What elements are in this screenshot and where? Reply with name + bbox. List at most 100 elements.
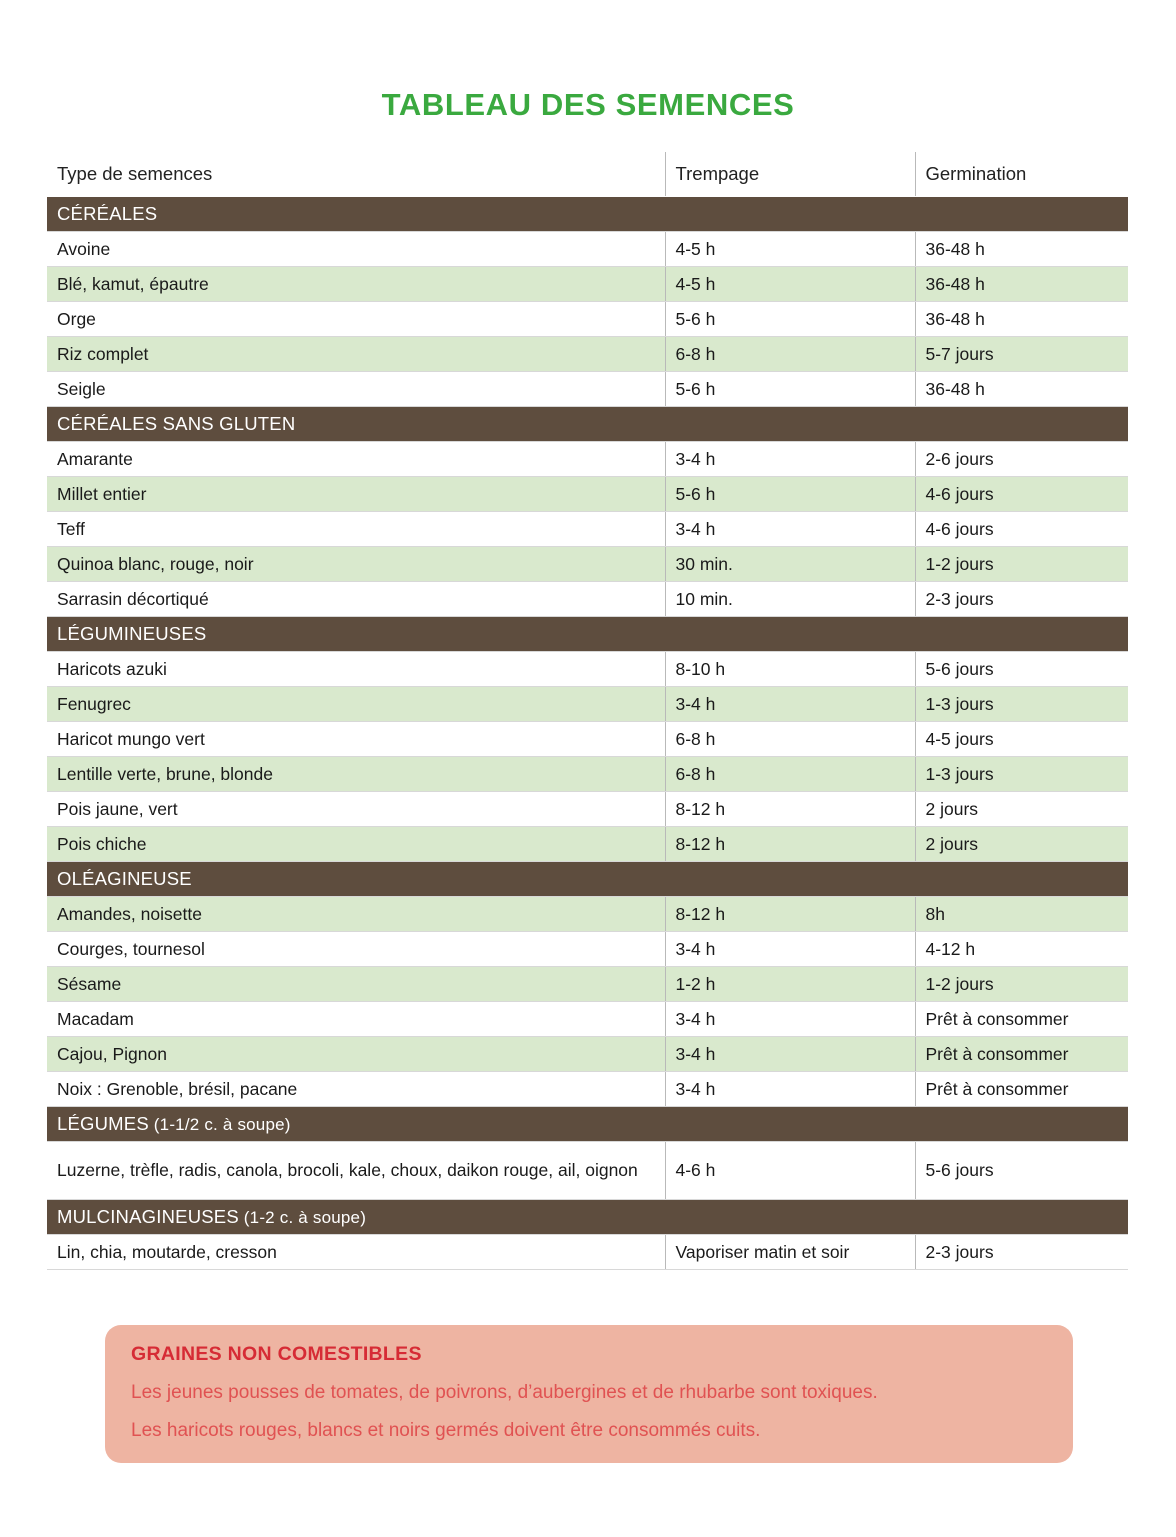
cell-germination-time: 2 jours	[914, 791, 1128, 828]
cell-germination-time: Prêt à consommer	[914, 1036, 1128, 1073]
cell-germination-time: 4-6 jours	[914, 476, 1128, 513]
table-row: Cajou, Pignon 3-4 h Prêt à consommer	[47, 1036, 1128, 1073]
section-header-label: CÉRÉALES	[47, 196, 1128, 232]
cell-soak-time: 1-2 h	[664, 966, 915, 1003]
table-row: Amarante 3-4 h 2-6 jours	[47, 441, 1128, 478]
cell-germination-time: 5-6 jours	[914, 1141, 1128, 1201]
cell-germination-time: 1-3 jours	[914, 756, 1128, 793]
column-header-soak: Trempage	[664, 151, 915, 198]
cell-seed-name: Pois chiche	[47, 826, 665, 863]
table-row: Macadam 3-4 h Prêt à consommer	[47, 1001, 1128, 1038]
cell-seed-name: Quinoa blanc, rouge, noir	[47, 546, 665, 583]
cell-seed-name: Orge	[47, 301, 665, 338]
cell-soak-time: 5-6 h	[664, 371, 915, 408]
cell-germination-time: 1-2 jours	[914, 966, 1128, 1003]
cell-seed-name: Sarrasin décortiqué	[47, 581, 665, 618]
cell-seed-name: Cajou, Pignon	[47, 1036, 665, 1073]
table-row: Orge 5-6 h 36-48 h	[47, 301, 1128, 338]
table-row: Quinoa blanc, rouge, noir 30 min. 1-2 jour…	[47, 546, 1128, 583]
cell-germination-time: 5-7 jours	[914, 336, 1128, 373]
section-header-label: MULCINAGINEUSES (1-2 c. à soupe)	[47, 1199, 1128, 1235]
cell-seed-name: Avoine	[47, 231, 665, 268]
cell-seed-name: Lentille verte, brune, blonde	[47, 756, 665, 793]
table-row: Sésame 1-2 h 1-2 jours	[47, 966, 1128, 1003]
cell-germination-time: 4-6 jours	[914, 511, 1128, 548]
section-header-label: LÉGUMES (1-1/2 c. à soupe)	[47, 1106, 1128, 1142]
cell-germination-time: 2-3 jours	[914, 1234, 1128, 1271]
cell-soak-time: 3-4 h	[664, 511, 915, 548]
cell-germination-time: 36-48 h	[914, 371, 1128, 408]
table-row: Avoine 4-5 h 36-48 h	[47, 231, 1128, 268]
cell-germination-time: 36-48 h	[914, 266, 1128, 303]
cell-soak-time: 4-5 h	[664, 231, 915, 268]
cell-germination-time: 2-6 jours	[914, 441, 1128, 478]
cell-seed-name: Haricots azuki	[47, 651, 665, 688]
section-header-row: OLÉAGINEUSE	[47, 861, 1128, 897]
cell-soak-time: 3-4 h	[664, 441, 915, 478]
cell-seed-name: Amarante	[47, 441, 665, 478]
section-header-label: CÉRÉALES SANS GLUTEN	[47, 406, 1128, 442]
warning-line-2: Les haricots rouges, blancs et noirs ger…	[131, 1419, 761, 1441]
cell-soak-time: 10 min.	[664, 581, 915, 618]
cell-seed-name: Fenugrec	[47, 686, 665, 723]
column-header-name: Type de semences	[47, 151, 665, 198]
cell-germination-time: 8h	[914, 896, 1128, 933]
section-header-label: OLÉAGINEUSE	[47, 861, 1128, 897]
column-header-germination: Germination	[914, 151, 1128, 198]
warning-box: GRAINES NON COMESTIBLES Les jeunes pouss…	[105, 1324, 1073, 1463]
cell-soak-time: 3-4 h	[664, 1071, 915, 1108]
cell-germination-time: 4-5 jours	[914, 721, 1128, 758]
table-row: Courges, tournesol 3-4 h 4-12 h	[47, 931, 1128, 968]
cell-seed-name: Haricot mungo vert	[47, 721, 665, 758]
cell-seed-name: Teff	[47, 511, 665, 548]
cell-soak-time: 4-5 h	[664, 266, 915, 303]
cell-germination-time: 2-3 jours	[914, 581, 1128, 618]
table-row: Fenugrec 3-4 h 1-3 jours	[47, 686, 1128, 723]
table-row: Seigle 5-6 h 36-48 h	[47, 371, 1128, 408]
section-header-label: LÉGUMINEUSES	[47, 616, 1128, 652]
cell-soak-time: 4-6 h	[664, 1141, 915, 1201]
cell-soak-time: 6-8 h	[664, 721, 915, 758]
section-header-note: (1-2 c. à soupe)	[238, 1208, 367, 1228]
table-row: Amandes, noisette 8-12 h 8h	[47, 896, 1128, 933]
page-title: TABLEAU DES SEMENCES	[381, 86, 795, 122]
table-row: Riz complet 6-8 h 5-7 jours	[47, 336, 1128, 373]
table-row: Sarrasin décortiqué 10 min. 2-3 jours	[47, 581, 1128, 618]
cell-seed-name: Noix : Grenoble, brésil, pacane	[47, 1071, 665, 1108]
table-row: Millet entier 5-6 h 4-6 jours	[47, 476, 1128, 513]
cell-soak-time: 8-12 h	[664, 791, 915, 828]
table-row: Noix : Grenoble, brésil, pacane 3-4 h Prêt…	[47, 1071, 1128, 1108]
cell-soak-time: 8-12 h	[664, 826, 915, 863]
cell-seed-name: Pois jaune, vert	[47, 791, 665, 828]
cell-soak-time: 6-8 h	[664, 336, 915, 373]
cell-soak-time: 5-6 h	[664, 476, 915, 513]
cell-germination-time: 1-3 jours	[914, 686, 1128, 723]
cell-seed-name: Seigle	[47, 371, 665, 408]
cell-seed-name: Macadam	[47, 1001, 665, 1038]
cell-soak-time: 5-6 h	[664, 301, 915, 338]
cell-germination-time: 36-48 h	[914, 231, 1128, 268]
warning-line-1: Les jeunes pousses de tomates, de poivro…	[131, 1381, 878, 1403]
cell-germination-time: 36-48 h	[914, 301, 1128, 338]
table-header-row: Type de semences Trempage Germination	[47, 151, 1128, 198]
cell-germination-time: 4-12 h	[914, 931, 1128, 968]
table-row: Lentille verte, brune, blonde 6-8 h 1-3 jo…	[47, 756, 1128, 793]
table-row: Lin, chia, moutarde, cresson Vaporiser ma…	[47, 1234, 1128, 1271]
section-header-row: LÉGUMES (1-1/2 c. à soupe)	[47, 1106, 1128, 1142]
table-row: Haricot mungo vert 6-8 h 4-5 jours	[47, 721, 1128, 758]
cell-germination-time: 2 jours	[914, 826, 1128, 863]
cell-soak-time: 8-10 h	[664, 651, 915, 688]
cell-soak-time: 3-4 h	[664, 686, 915, 723]
cell-soak-time: 8-12 h	[664, 896, 915, 933]
cell-seed-name: Luzerne, trèfle, radis, canola, brocoli,…	[47, 1141, 665, 1201]
cell-seed-name: Millet entier	[47, 476, 665, 513]
cell-seed-name: Sésame	[47, 966, 665, 1003]
table-row: Blé, kamut, épautre 4-5 h 36-48 h	[47, 266, 1128, 303]
section-header-row: CÉRÉALES SANS GLUTEN	[47, 406, 1128, 442]
section-header-row: MULCINAGINEUSES (1-2 c. à soupe)	[47, 1199, 1128, 1235]
cell-soak-time: 30 min.	[664, 546, 915, 583]
warning-title: GRAINES NON COMESTIBLES	[131, 1342, 422, 1365]
cell-soak-time: 3-4 h	[664, 1036, 915, 1073]
